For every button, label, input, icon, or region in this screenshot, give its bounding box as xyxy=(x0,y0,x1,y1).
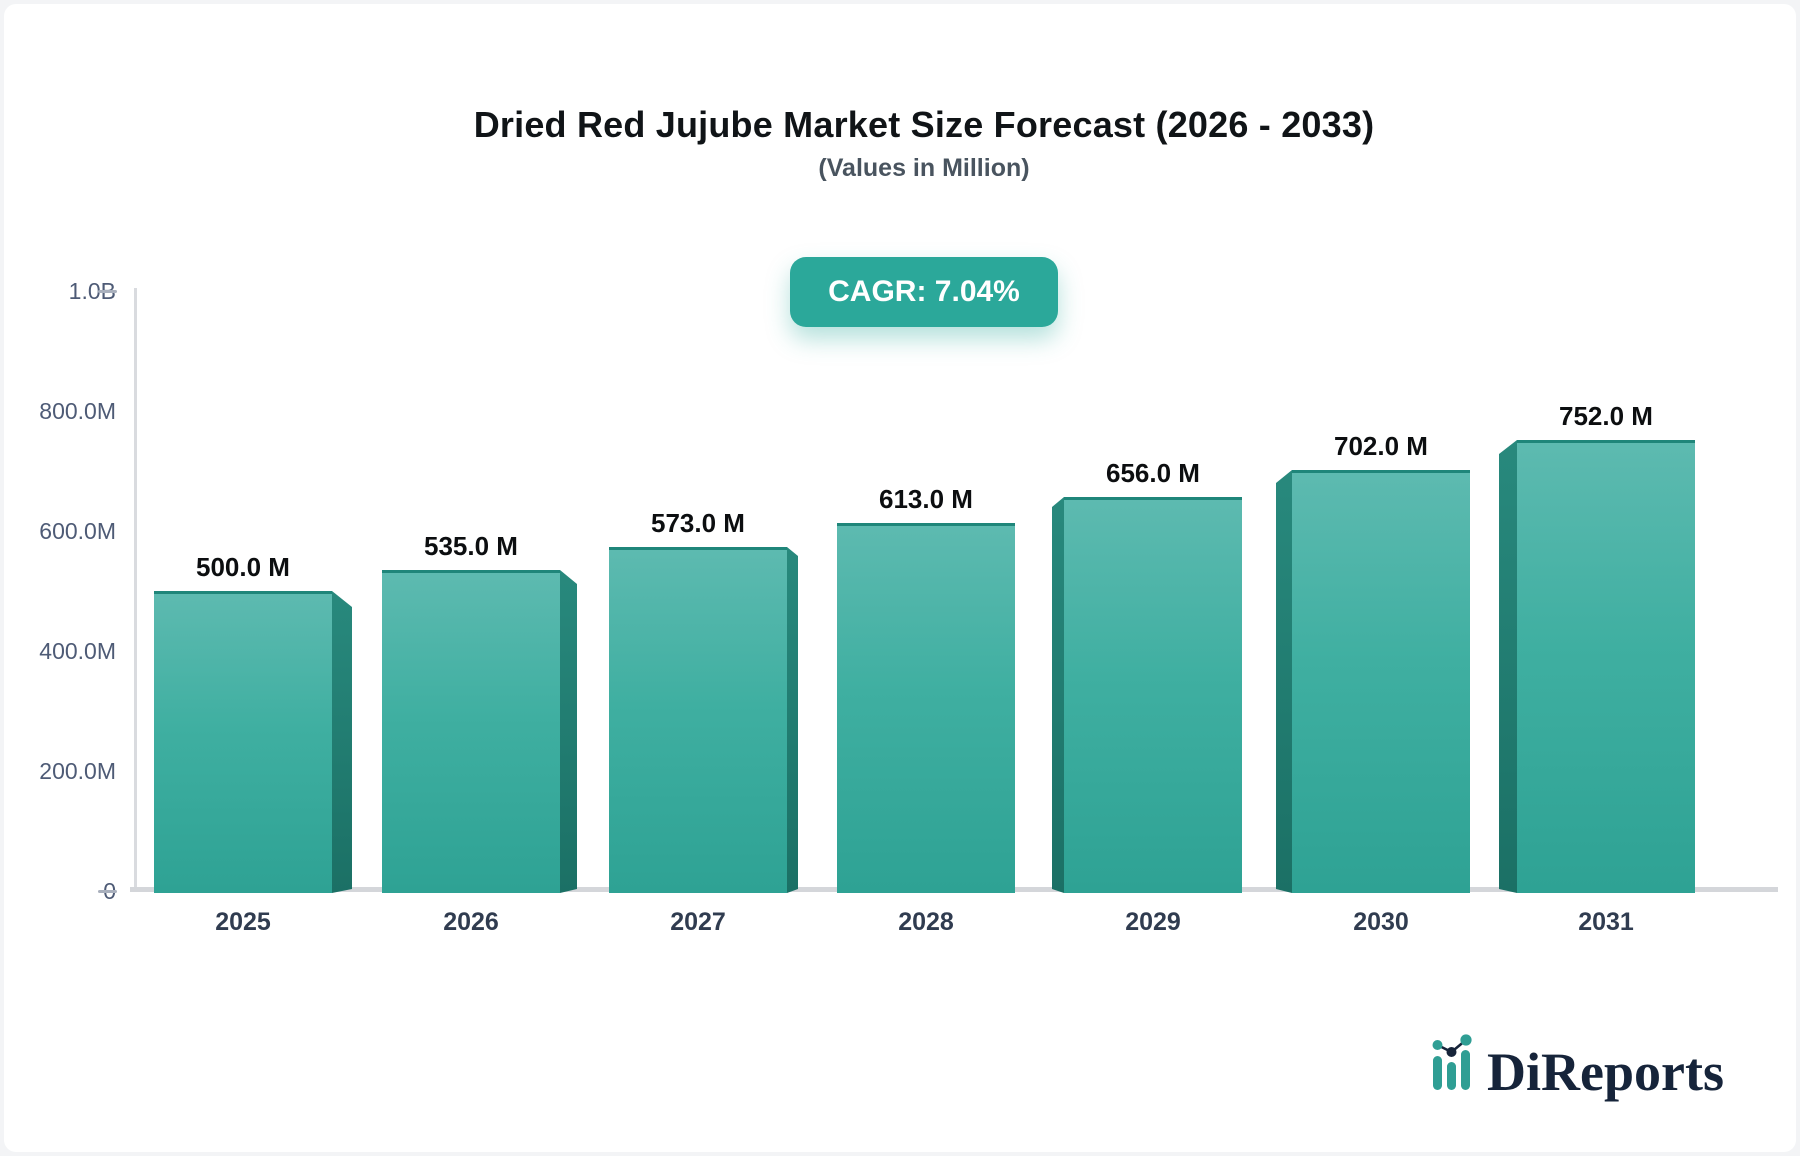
bar-2027[interactable] xyxy=(609,547,787,893)
bar-value-label-2027: 573.0 M xyxy=(651,508,745,538)
bar-2031-side-face xyxy=(1499,440,1517,893)
chart-card: Dried Red Jujube Market Size Forecast (2… xyxy=(4,4,1796,1152)
bar-value-label-2025: 500.0 M xyxy=(196,552,290,582)
x-axis-label-2025: 2025 xyxy=(215,908,271,936)
bar-line-chart-icon xyxy=(1432,1034,1472,1090)
bar-2027-side-face xyxy=(787,547,798,893)
direports-logo: DiReports xyxy=(1432,1030,1724,1102)
bar-2029-side-face xyxy=(1052,497,1064,893)
chart-subtitle: (Values in Million) xyxy=(818,154,1030,182)
y-axis-tick xyxy=(98,290,117,293)
logo-text: DiReports xyxy=(1487,1042,1724,1102)
bar-2025[interactable] xyxy=(154,591,332,893)
bar-2025-side-face xyxy=(332,591,352,893)
x-axis-label-2031: 2031 xyxy=(1578,908,1634,936)
bar-2030-side-face xyxy=(1276,470,1292,893)
bar-value-label-2026: 535.0 M xyxy=(424,531,518,561)
x-axis-label-2028: 2028 xyxy=(898,908,954,936)
y-axis-tick xyxy=(98,890,117,893)
x-axis-label-2027: 2027 xyxy=(670,908,726,936)
bar-value-label-2030: 702.0 M xyxy=(1334,431,1428,461)
bar-2029[interactable] xyxy=(1064,497,1242,893)
bar-2030[interactable] xyxy=(1292,470,1470,893)
bar-2028[interactable] xyxy=(837,523,1015,893)
y-axis-label: 200.0M xyxy=(39,758,116,784)
bar-value-label-2031: 752.0 M xyxy=(1559,401,1653,431)
bar-2031[interactable] xyxy=(1517,440,1695,893)
bar-2026[interactable] xyxy=(382,570,560,893)
x-axis-label-2026: 2026 xyxy=(443,908,499,936)
bar-value-label-2028: 613.0 M xyxy=(879,484,973,514)
x-axis-label-2029: 2029 xyxy=(1125,908,1181,936)
chart-title: Dried Red Jujube Market Size Forecast (2… xyxy=(473,104,1375,145)
bar-value-label-2029: 656.0 M xyxy=(1106,458,1200,488)
y-axis-label: 400.0M xyxy=(39,638,116,664)
y-axis-line xyxy=(134,288,137,891)
x-axis-label-2030: 2030 xyxy=(1353,908,1409,936)
y-axis-label: 800.0M xyxy=(39,398,116,424)
bar-2026-side-face xyxy=(560,570,577,893)
y-axis-label: 600.0M xyxy=(39,518,116,544)
cagr-badge: CAGR: 7.04% xyxy=(790,257,1058,327)
